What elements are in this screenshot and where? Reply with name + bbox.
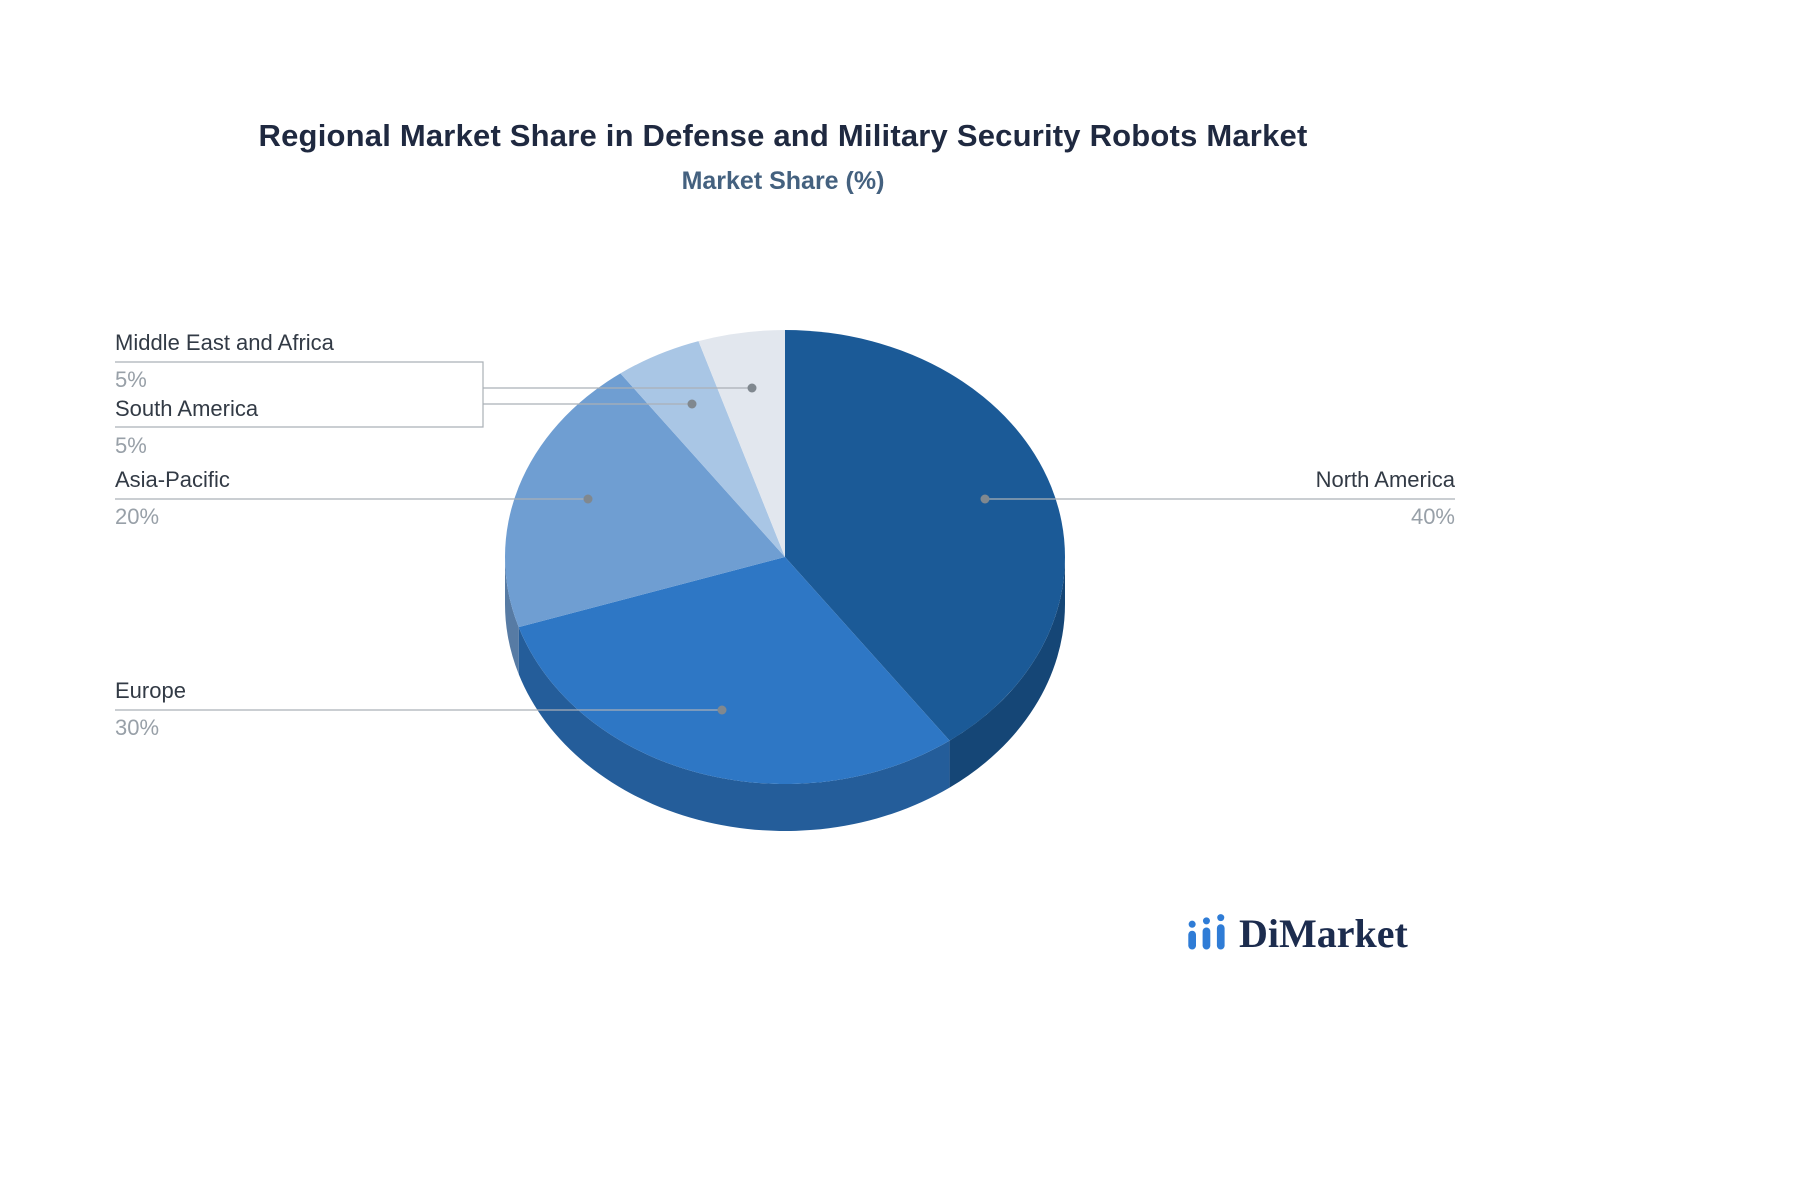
brand-logo: DiMarket (1185, 905, 1408, 961)
bar-chart-icon (1188, 914, 1225, 950)
slice-label-name: South America (115, 396, 259, 421)
slice-label-name: Europe (115, 678, 186, 703)
pie-3d-sides (505, 557, 1065, 832)
pie-slice-asia-pacific[interactable] (505, 373, 785, 628)
pie-slice-side (518, 627, 950, 832)
pie-slice-side (949, 557, 1065, 788)
slice-label-north-america: North America 40% (1155, 467, 1455, 530)
leader-dot-south-america (687, 399, 697, 409)
brand-name: DiMarket (1239, 910, 1408, 956)
chart-title: Regional Market Share in Defense and Mil… (258, 118, 1308, 153)
slice-label-name: North America (1315, 467, 1455, 492)
slice-label-middle-east-and-africa: Middle East and Africa 5% (115, 330, 495, 393)
slice-label-value: 5% (115, 433, 147, 458)
slice-label-value: 5% (115, 367, 147, 392)
slice-label-name: Asia-Pacific (115, 467, 230, 492)
leader-lines (115, 361, 1455, 711)
bracket-line (115, 361, 484, 428)
leader-dot-north-america (980, 494, 990, 504)
pie-slice-south-america[interactable] (620, 341, 785, 557)
leader-dot-europe (717, 705, 727, 715)
pie-slice-side (505, 557, 519, 675)
pie-slice-north-america[interactable] (785, 330, 1065, 741)
slice-label-name: Middle East and Africa (115, 330, 334, 355)
slice-label-value: 40% (1410, 504, 1455, 529)
leader-dot-middle-east-and-africa (747, 383, 757, 393)
slice-label-south-america: South America 5% (115, 396, 495, 459)
pie-slice-middle-east-and-africa[interactable] (698, 330, 785, 557)
slice-label-europe: Europe 30% (115, 678, 495, 741)
chart-subtitle: Market Share (%) (681, 167, 885, 195)
pie-slices (505, 330, 1065, 785)
slice-label-value: 20% (115, 504, 160, 529)
leader-dots (583, 383, 990, 715)
pie-slice-europe[interactable] (518, 557, 950, 785)
slice-label-value: 30% (115, 715, 160, 740)
slice-label-asia-pacific: Asia-Pacific 20% (115, 467, 495, 530)
leader-dot-asia-pacific (583, 494, 593, 504)
bar-chart-icon-glyph (1188, 914, 1225, 950)
